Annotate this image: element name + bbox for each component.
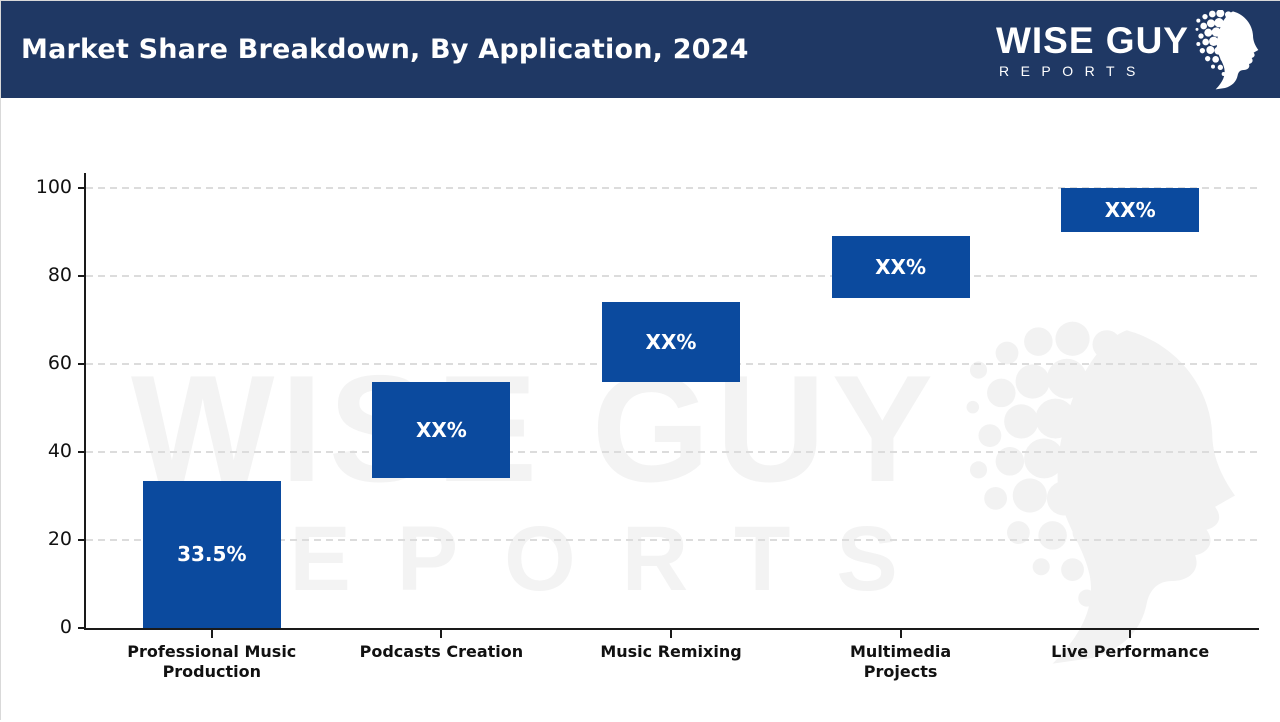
category-label-line: Projects [863,662,938,681]
x-tick-mark [670,630,672,638]
gridline-y100 [86,187,1259,189]
bar-value-label: XX% [645,329,697,354]
category-label-line: Music Remixing [600,642,742,661]
category-label-line: Production [162,662,262,681]
bar-music-remixing: XX% [602,302,740,382]
y-tick-mark [78,275,86,277]
category-label-4: Multimedia Projects [791,642,1011,682]
gridline-y40 [86,451,1259,453]
gridline-y20 [86,539,1259,541]
category-label-line: Multimedia [850,642,952,661]
category-label-line: Podcasts Creation [359,642,524,661]
bar-podcasts-creation: XX% [372,381,511,479]
bar-value-label: XX% [875,255,927,280]
category-label-line: Live Performance [1051,642,1210,661]
y-tick-mark [78,363,86,365]
y-tick-mark [78,187,86,189]
bar-value-label: XX% [415,417,467,442]
bar-multimedia-projects: XX% [831,236,970,298]
bar-live-performance: XX% [1061,188,1200,232]
gridline-y80 [86,275,1259,277]
watermark-text: WISE GUY REPORTS [131,353,944,605]
y-tick-mark [78,627,86,629]
category-label-5: Live Performance [1020,642,1240,662]
header-bar: Market Share Breakdown, By Application, … [1,1,1280,98]
watermark-face-icon [950,273,1235,722]
x-axis-spine [84,628,1259,630]
logo-text-reports: REPORTS [998,62,1147,79]
y-tick-mark [78,539,86,541]
x-tick-mark [440,630,443,638]
y-tick-label: 40 [47,440,72,462]
category-label-line: Professional Music [127,642,297,661]
dotted-face-logo-icon [1191,9,1259,90]
y-tick-label: 0 [59,616,72,638]
y-tick-label: 20 [47,528,72,550]
bar-professional-music-production: 33.5% [142,480,281,628]
x-tick-mark [899,630,902,638]
y-tick-mark [78,451,86,453]
logo-text-wise-guy: WISE GUY [995,19,1189,61]
watermark-line1: WISE GUY [131,344,940,514]
watermark-line2: REPORTS [177,508,944,610]
y-tick-label: 60 [47,352,72,374]
y-axis-spine [84,173,86,630]
x-tick-mark [1129,630,1132,638]
chart-canvas: WISE GUY REPORTS [1,98,1280,721]
y-tick-label: 80 [47,264,72,286]
category-label-2: Podcasts Creation [331,642,551,662]
bar-value-label: XX% [1104,198,1156,222]
logo-wordmark: WISE GUY REPORTS [996,22,1189,78]
category-label-1: Professional Music Production [102,642,322,682]
chart-title: Market Share Breakdown, By Application, … [21,34,749,65]
bar-value-label: 33.5% [177,542,247,567]
y-tick-label: 100 [35,176,72,198]
wise-guy-reports-logo: WISE GUY REPORTS [996,9,1259,90]
x-tick-mark [210,630,213,638]
category-label-3: Music Remixing [561,642,781,662]
